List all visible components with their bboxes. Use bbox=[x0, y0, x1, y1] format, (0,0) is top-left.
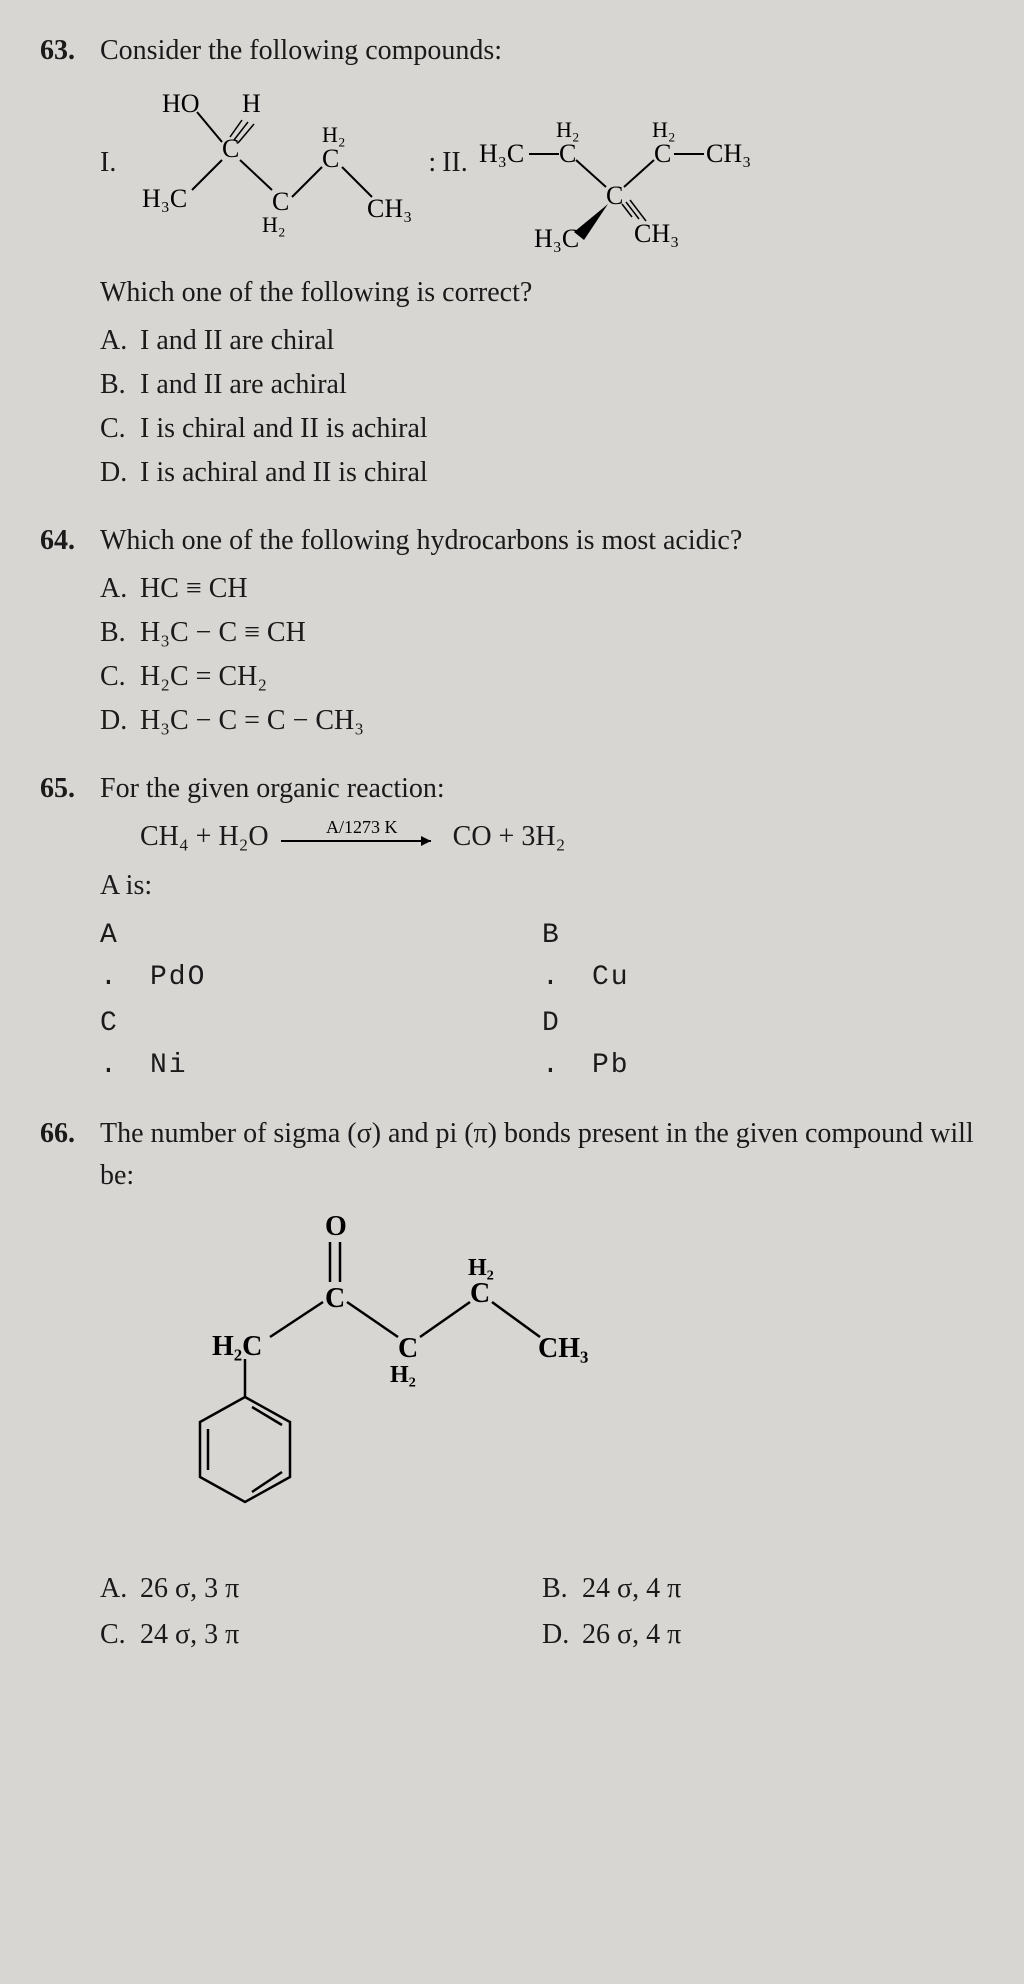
question-63: 63. Consider the following compounds: I.… bbox=[40, 30, 984, 496]
option-a: A.I and II are chiral bbox=[100, 320, 984, 362]
question-65: 65. For the given organic reaction: CH₄ … bbox=[40, 768, 984, 1089]
svg-text:H₃C: H₃C bbox=[534, 224, 579, 252]
a-is-label: A is: bbox=[100, 865, 984, 907]
svg-text:CH₃: CH₃ bbox=[367, 194, 412, 223]
svg-text:H₂: H₂ bbox=[390, 1362, 416, 1388]
option-c: C.24 σ, 3 π bbox=[100, 1614, 542, 1656]
svg-text:CH₃: CH₃ bbox=[634, 219, 679, 248]
option-c: C .Ni bbox=[100, 1003, 542, 1087]
question-number: 66. bbox=[40, 1113, 100, 1658]
question-prompt: For the given organic reaction: bbox=[100, 768, 984, 810]
option-b: B.24 σ, 4 π bbox=[542, 1568, 984, 1610]
svg-text:C: C bbox=[470, 1278, 490, 1309]
svg-text:O: O bbox=[325, 1211, 347, 1242]
option-d: D.H₃C − C = C − CH₃ bbox=[100, 700, 984, 742]
svg-text:HO: HO bbox=[162, 89, 200, 118]
svg-text:H₂: H₂ bbox=[262, 212, 286, 237]
svg-text:H: H bbox=[242, 89, 261, 118]
svg-text:C: C bbox=[654, 139, 671, 168]
option-b: B.I and II are achiral bbox=[100, 364, 984, 406]
options-list: A.I and II are chiral B.I and II are ach… bbox=[100, 320, 984, 494]
option-b: B.H₃C − C ≡ CH bbox=[100, 612, 984, 654]
option-a: A.HC ≡ CH bbox=[100, 568, 984, 610]
svg-text:C: C bbox=[222, 134, 239, 163]
question-number: 64. bbox=[40, 520, 100, 744]
reaction-arrow: A/1273 K bbox=[276, 819, 446, 859]
svg-text:H₂C: H₂C bbox=[212, 1331, 262, 1362]
option-c: C.I is chiral and II is achiral bbox=[100, 408, 984, 450]
structure-1: HO H C H₃C C H₂ C H₂ bbox=[122, 82, 422, 252]
option-a: A .PdO bbox=[100, 915, 542, 999]
option-d: D .Pb bbox=[542, 1003, 984, 1087]
option-c: C.H₂C = CH₂ bbox=[100, 656, 984, 698]
question-number: 63. bbox=[40, 30, 100, 496]
question-prompt: Which one of the following hydrocarbons … bbox=[100, 520, 984, 562]
structure-2: H₃C C H₂ C H₃C CH₃ C H₂ bbox=[474, 82, 784, 252]
svg-text:H₂: H₂ bbox=[652, 117, 676, 142]
svg-text:C: C bbox=[325, 1283, 345, 1314]
options-list: A .PdO B .Cu C .Ni D .Pb bbox=[100, 913, 984, 1089]
structures-row: I. HO H C H₃C C H₂ C bbox=[100, 82, 984, 252]
svg-text:H₃C: H₃C bbox=[142, 184, 187, 213]
svg-text:H₂: H₂ bbox=[468, 1255, 494, 1281]
options-list: A.HC ≡ CH B.H₃C − C ≡ CH C.H₂C = CH₂ D.H… bbox=[100, 568, 984, 742]
svg-text:CH₃: CH₃ bbox=[538, 1333, 588, 1364]
svg-text:C: C bbox=[606, 181, 623, 210]
svg-text:H₂: H₂ bbox=[556, 117, 580, 142]
roman-two: II. bbox=[442, 142, 468, 184]
option-b: B .Cu bbox=[542, 915, 984, 999]
svg-text:A/1273 K: A/1273 K bbox=[326, 819, 398, 837]
colon: : bbox=[428, 142, 436, 184]
reaction-equation: CH₄ + H₂O A/1273 K CO + 3H₂ bbox=[140, 816, 984, 859]
roman-one: I. bbox=[100, 142, 116, 184]
question-prompt: Consider the following compounds: bbox=[100, 30, 984, 72]
svg-text:C: C bbox=[322, 144, 339, 173]
svg-text:C: C bbox=[559, 139, 576, 168]
question-number: 65. bbox=[40, 768, 100, 1089]
option-d: D.I is achiral and II is chiral bbox=[100, 452, 984, 494]
option-d: D.26 σ, 4 π bbox=[542, 1614, 984, 1656]
question-prompt: The number of sigma (σ) and pi (π) bonds… bbox=[100, 1113, 984, 1197]
question-subprompt: Which one of the following is correct? bbox=[100, 272, 984, 314]
svg-text:C: C bbox=[398, 1333, 418, 1364]
question-64: 64. Which one of the following hydrocarb… bbox=[40, 520, 984, 744]
svg-text:H₃C: H₃C bbox=[479, 139, 524, 168]
question-66: 66. The number of sigma (σ) and pi (π) b… bbox=[40, 1113, 984, 1658]
structure-66: O C H₂C C H₂ C H₂ CH₃ bbox=[140, 1207, 620, 1537]
svg-text:CH₃: CH₃ bbox=[706, 139, 751, 168]
options-list: A.26 σ, 3 π B.24 σ, 4 π C.24 σ, 3 π D.26… bbox=[100, 1566, 984, 1658]
option-a: A.26 σ, 3 π bbox=[100, 1568, 542, 1610]
svg-text:H₂: H₂ bbox=[322, 122, 346, 147]
